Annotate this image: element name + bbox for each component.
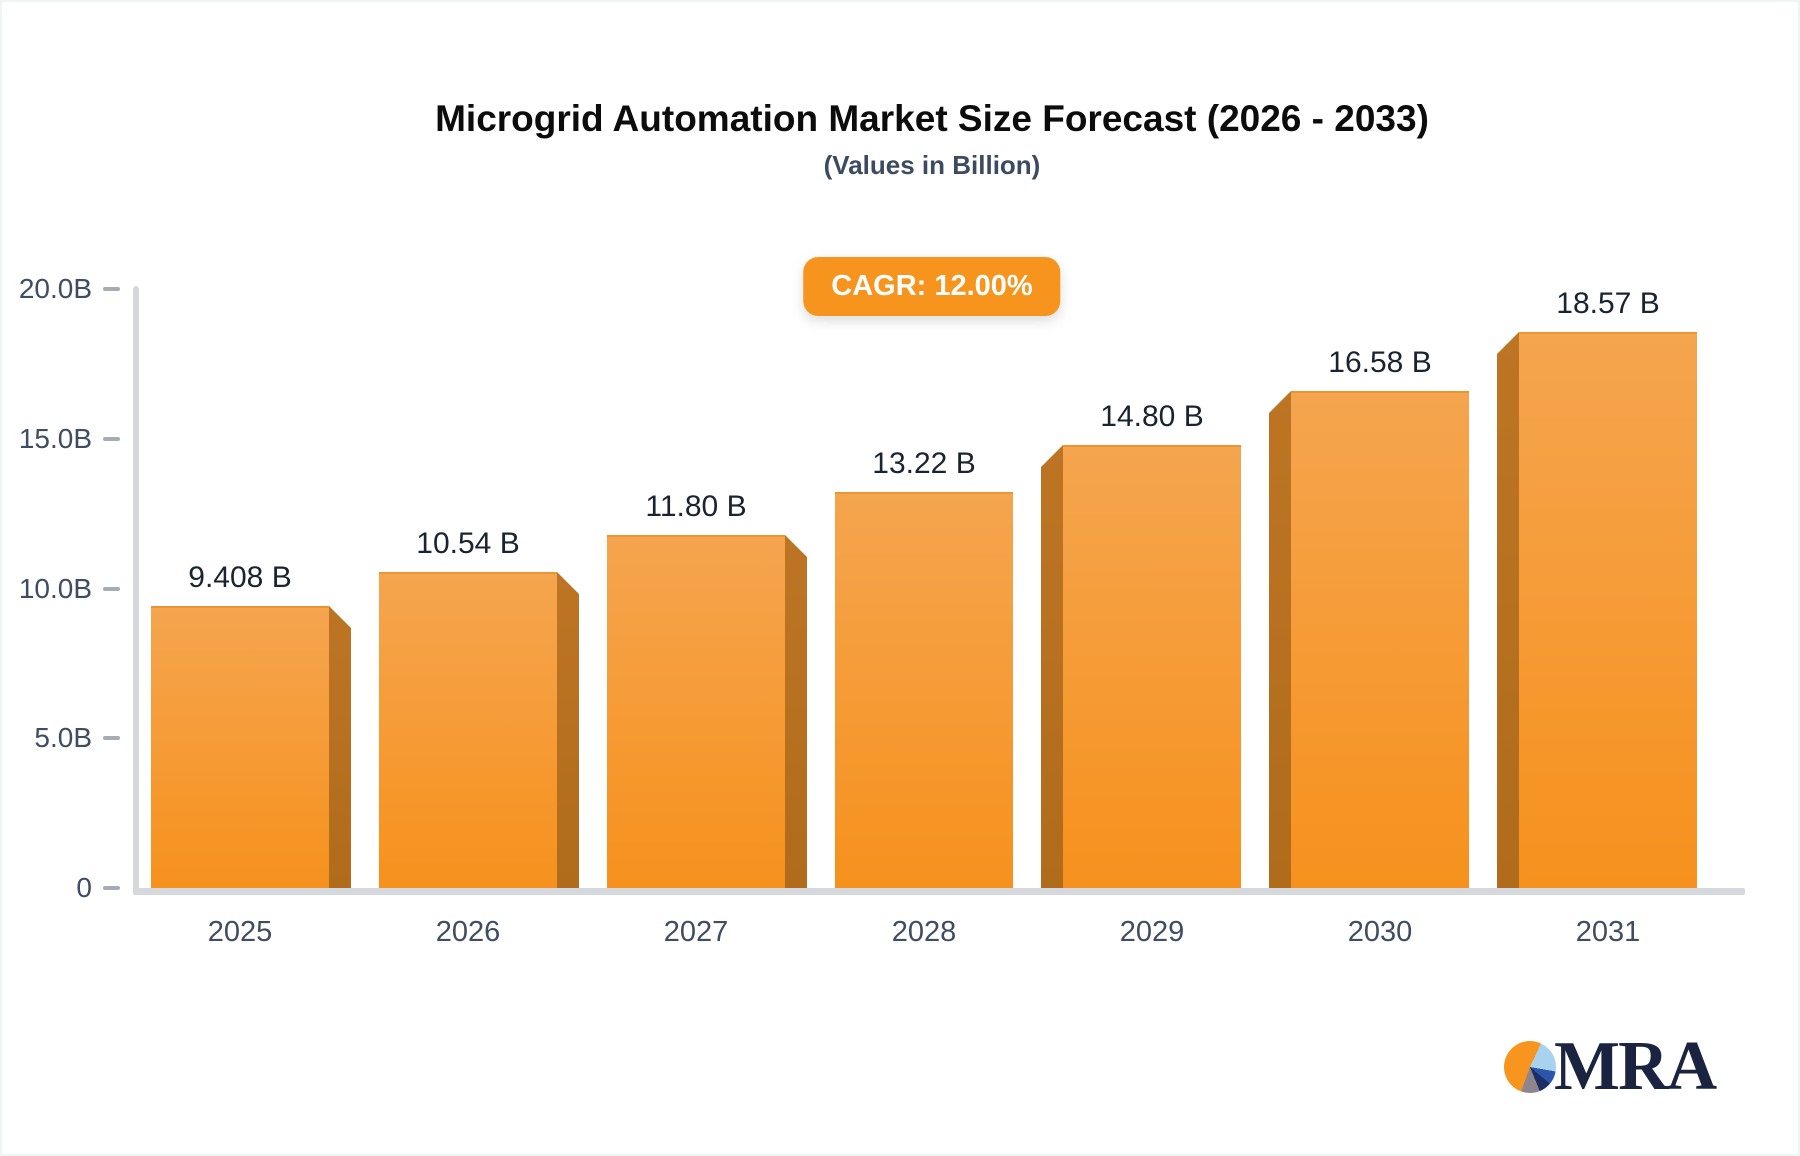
- x-axis-baseline: [133, 888, 1745, 895]
- y-axis-tick-label: 0: [76, 872, 92, 903]
- x-axis-label: 2027: [663, 916, 729, 948]
- y-axis-line: [133, 286, 139, 894]
- cagr-badge: CAGR: 12.00%: [803, 257, 1061, 316]
- y-axis-tick: [103, 436, 120, 441]
- pie-chart-logo-icon: [1504, 1041, 1556, 1093]
- bar-value-label: 14.80 B: [1100, 400, 1204, 433]
- x-axis-label: 2029: [1119, 916, 1185, 948]
- bar-3d-side: [329, 606, 351, 888]
- bar-3d-side: [1497, 332, 1519, 888]
- bar-2027: [607, 535, 785, 888]
- bar-2026: [379, 572, 557, 888]
- x-axis-label: 2028: [891, 916, 957, 948]
- brand-logo-text: MRA: [1554, 1028, 1717, 1105]
- bar-value-label: 18.57 B: [1556, 287, 1660, 320]
- bar-2029: [1063, 445, 1241, 888]
- bar-2030: [1291, 391, 1469, 888]
- y-axis-tick: [103, 586, 120, 591]
- bar-3d-side: [1041, 445, 1063, 888]
- bar-value-label: 9.408 B: [188, 561, 292, 594]
- chart-title: Microgrid Automation Market Size Forecas…: [435, 98, 1429, 139]
- bar-value-label: 10.54 B: [416, 527, 520, 560]
- bar-2028: [835, 492, 1013, 888]
- bar-3d-side: [785, 535, 807, 888]
- bar-3d-side: [557, 572, 579, 888]
- x-axis-label: 2025: [207, 916, 273, 948]
- y-axis-tick: [103, 886, 120, 890]
- y-axis-tick-label: 10.0B: [18, 572, 92, 604]
- x-axis-label: 2026: [435, 916, 501, 948]
- brand-logo: MRA: [1504, 1028, 1717, 1105]
- x-axis-label: 2031: [1575, 916, 1641, 948]
- x-axis-label: 2030: [1347, 916, 1413, 948]
- bar-2031: [1519, 332, 1697, 888]
- y-axis-tick: [103, 287, 120, 291]
- bar-2025: [151, 606, 329, 888]
- bar-value-label: 13.22 B: [872, 447, 976, 480]
- bar-value-label: 11.80 B: [645, 490, 747, 523]
- y-axis-tick-label: 15.0B: [18, 422, 92, 454]
- y-axis-tick-label: 5.0B: [34, 722, 92, 754]
- chart-subtitle: (Values in Billion): [823, 150, 1041, 180]
- bar-value-label: 16.58 B: [1328, 346, 1432, 379]
- bar-3d-side: [1269, 391, 1291, 888]
- y-axis-tick-label: 20.0B: [18, 273, 92, 304]
- y-axis-tick: [103, 736, 120, 741]
